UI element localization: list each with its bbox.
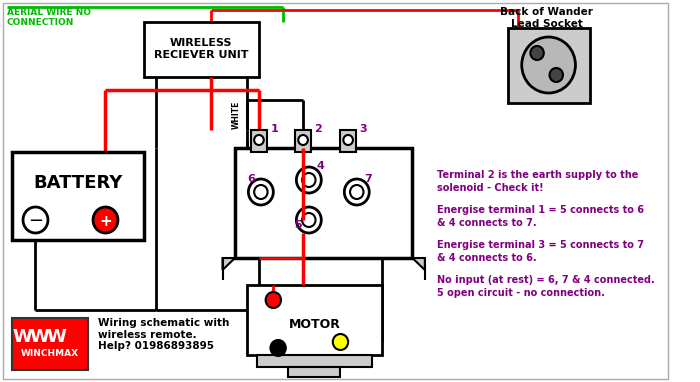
- Text: & 4 connects to 6.: & 4 connects to 6.: [438, 253, 537, 263]
- Circle shape: [254, 135, 264, 145]
- Text: WHITE: WHITE: [232, 101, 240, 129]
- Text: Terminal 2 is the earth supply to the: Terminal 2 is the earth supply to the: [438, 170, 638, 180]
- Text: solenoid - Check it!: solenoid - Check it!: [438, 183, 544, 193]
- Text: W: W: [47, 328, 66, 346]
- Circle shape: [296, 207, 321, 233]
- Polygon shape: [223, 258, 235, 270]
- Text: −: −: [28, 212, 43, 230]
- Text: +: +: [99, 214, 112, 228]
- Text: W: W: [29, 328, 49, 346]
- Text: WIRELESS
RECIEVER UNIT: WIRELESS RECIEVER UNIT: [154, 38, 248, 60]
- Circle shape: [343, 135, 353, 145]
- Bar: [11, 152, 144, 240]
- Text: Energise terminal 3 = 5 connects to 7: Energise terminal 3 = 5 connects to 7: [438, 240, 644, 250]
- Bar: [247, 285, 382, 355]
- Text: 3: 3: [360, 124, 368, 134]
- Text: 4: 4: [316, 161, 324, 171]
- Bar: [340, 130, 356, 152]
- Bar: [288, 367, 340, 377]
- Circle shape: [298, 135, 308, 145]
- Text: Back of Wander
Lead Socket: Back of Wander Lead Socket: [500, 7, 593, 29]
- Circle shape: [531, 46, 544, 60]
- Text: 5: 5: [295, 220, 302, 230]
- Bar: [144, 22, 259, 77]
- Bar: [235, 148, 412, 258]
- Circle shape: [332, 334, 348, 350]
- Polygon shape: [412, 258, 425, 270]
- Text: 5 open circuit - no connection.: 5 open circuit - no connection.: [438, 288, 606, 298]
- Text: Energise terminal 1 = 5 connects to 6: Energise terminal 1 = 5 connects to 6: [438, 205, 644, 215]
- Text: 2: 2: [314, 124, 322, 134]
- Circle shape: [350, 185, 363, 199]
- Circle shape: [254, 185, 267, 199]
- Bar: [295, 130, 311, 152]
- Circle shape: [93, 207, 118, 233]
- Circle shape: [23, 207, 48, 233]
- Circle shape: [302, 213, 316, 227]
- Circle shape: [266, 292, 281, 308]
- Bar: [11, 318, 88, 370]
- Circle shape: [302, 173, 316, 187]
- Circle shape: [296, 167, 321, 193]
- Text: 7: 7: [365, 174, 372, 184]
- Text: BATTERY: BATTERY: [33, 174, 122, 192]
- Text: 1: 1: [270, 124, 278, 134]
- Circle shape: [344, 179, 369, 205]
- Circle shape: [522, 37, 575, 93]
- Text: W: W: [12, 328, 32, 346]
- Text: MOTOR: MOTOR: [288, 319, 340, 332]
- Bar: [251, 130, 267, 152]
- Circle shape: [550, 68, 563, 82]
- Text: Wiring schematic with
wireless remote.
Help? 01986893895: Wiring schematic with wireless remote. H…: [98, 318, 229, 351]
- Bar: [508, 28, 590, 103]
- Text: WINCHMAX: WINCHMAX: [21, 349, 79, 358]
- Circle shape: [248, 179, 273, 205]
- Text: 6: 6: [247, 174, 256, 184]
- Bar: [257, 355, 372, 367]
- Circle shape: [270, 340, 286, 356]
- Text: & 4 connects to 7.: & 4 connects to 7.: [438, 218, 537, 228]
- Text: AERIAL WIRE NO
CONNECTION: AERIAL WIRE NO CONNECTION: [7, 8, 91, 28]
- Text: No input (at rest) = 6, 7 & 4 connected.: No input (at rest) = 6, 7 & 4 connected.: [438, 275, 655, 285]
